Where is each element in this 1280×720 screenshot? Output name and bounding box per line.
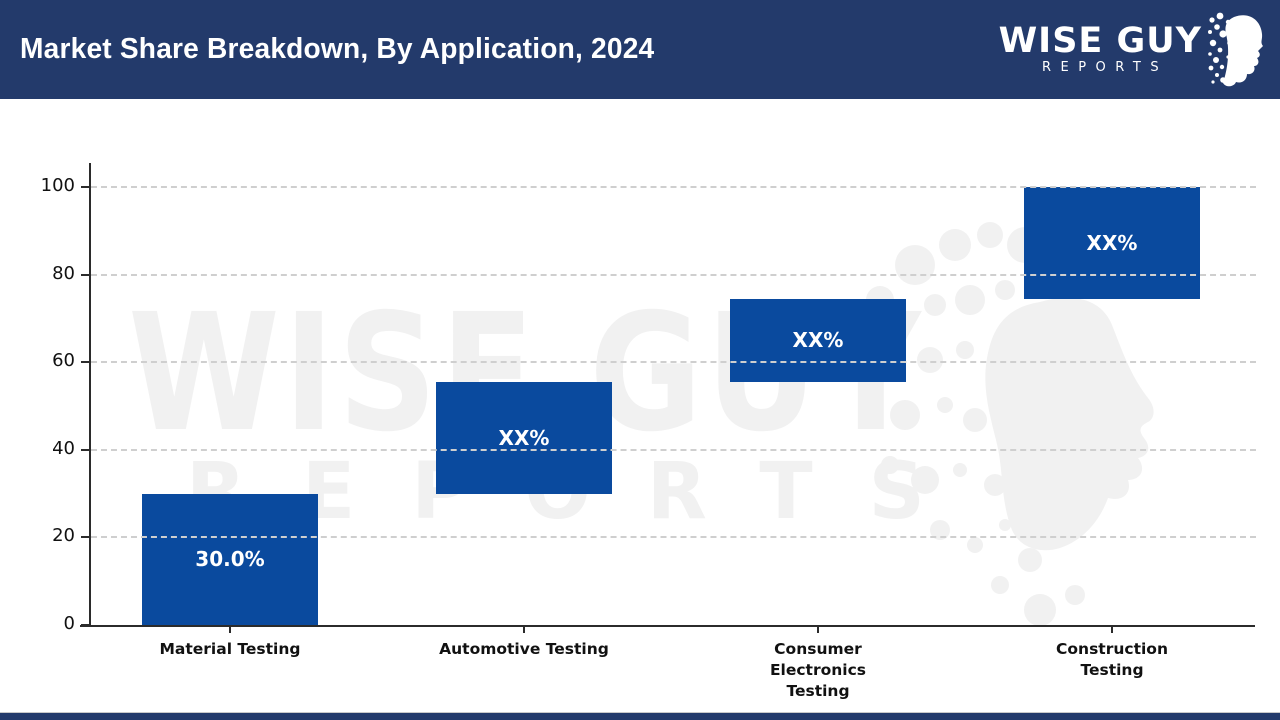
x-axis-spine: [80, 625, 1255, 627]
waterfall-bar: [730, 298, 906, 382]
waterfall-bar: [436, 381, 612, 494]
x-tick-mark: [817, 626, 819, 633]
bar-value-label: XX%: [792, 328, 844, 353]
chart-canvas: WISE GUY REPORTS 30.0%XX%XX%XX%020406080…: [0, 99, 1280, 712]
wiseguy-logo: WISE GUY REPORTS: [999, 10, 1266, 88]
y-tick-label: 80: [52, 262, 75, 284]
y-tick-label: 60: [52, 350, 75, 372]
bar-value-label: XX%: [1086, 230, 1138, 255]
logo-face-icon: [1208, 12, 1263, 87]
footer-divider: [0, 712, 1280, 713]
gridline: [91, 361, 1256, 364]
x-axis-category-label: Material Testing: [159, 640, 301, 658]
x-tick-mark: [1111, 626, 1113, 633]
gridline: [91, 536, 1256, 539]
x-tick-mark: [523, 626, 525, 633]
y-tick-label: 20: [52, 525, 75, 547]
y-tick-mark: [81, 361, 89, 364]
y-tick-label: 100: [40, 175, 75, 196]
y-tick-mark: [81, 536, 89, 539]
bar-value-label: XX%: [498, 425, 550, 450]
y-tick-mark: [81, 448, 89, 451]
gridline: [91, 448, 1256, 451]
gridline: [91, 273, 1256, 276]
page-title: Market Share Breakdown, By Application, …: [20, 33, 655, 65]
gridline: [91, 186, 1256, 188]
header-bar: Market Share Breakdown, By Application, …: [0, 0, 1280, 99]
logo-brand-text: WISE GUY: [998, 21, 1202, 61]
waterfall-bar: [142, 493, 318, 625]
x-axis-category-label: Construction Testing: [1056, 640, 1168, 679]
waterfall-bar: [1024, 187, 1200, 299]
watermark-face-icon: [860, 222, 1154, 626]
x-tick-mark: [229, 626, 231, 633]
x-axis-category-label: Consumer Electronics Testing: [769, 640, 867, 700]
bar-value-label: 30.0%: [195, 547, 265, 572]
y-tick-label: 40: [52, 437, 75, 459]
x-axis-category-label: Automotive Testing: [439, 640, 609, 658]
y-tick-mark: [81, 186, 89, 188]
footer-stripe: [0, 713, 1280, 720]
logo-sub-text: REPORTS: [1041, 60, 1169, 75]
y-axis-spine: [89, 163, 91, 627]
y-tick-mark: [81, 273, 89, 276]
y-tick-label: 0: [63, 613, 75, 634]
